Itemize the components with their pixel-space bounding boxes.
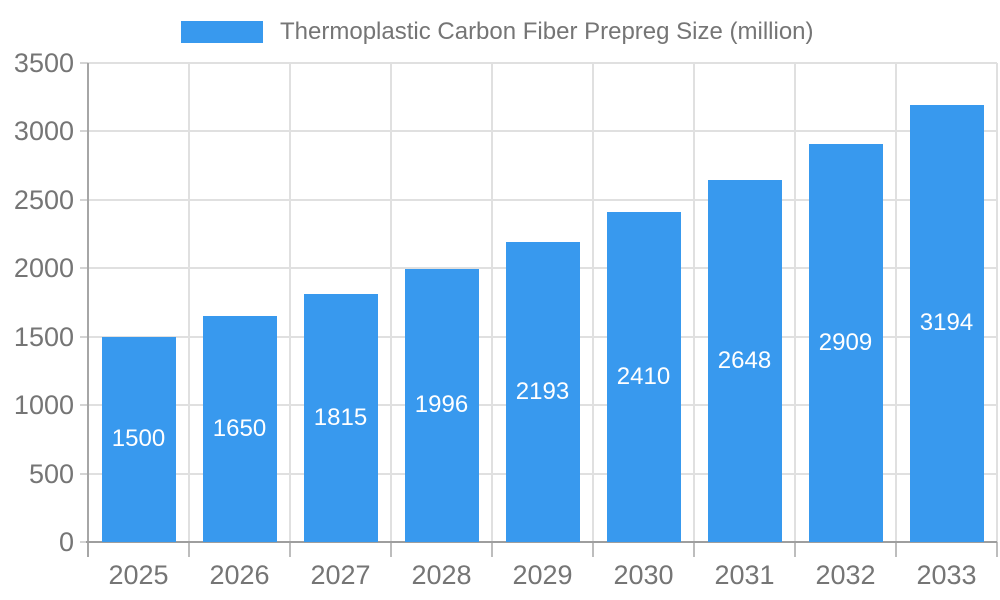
y-axis-tick [80,541,88,543]
y-axis-line [87,63,89,557]
x-axis-tick [390,542,392,557]
x-axis-tick [188,542,190,557]
gridline-vertical [996,63,998,542]
y-axis-label: 2500 [13,184,74,215]
bar-value-label: 2410 [616,363,671,391]
bar-2028[interactable]: 1996 [404,268,479,542]
bar-2031[interactable]: 2648 [707,179,782,542]
gridline-vertical [491,63,493,542]
bar-2027[interactable]: 1815 [303,293,378,542]
bar-value-label: 3194 [919,309,974,337]
y-axis-label: 3500 [13,48,74,78]
bar-2025[interactable]: 1500 [101,336,176,542]
gridline-horizontal [88,130,997,133]
x-axis-tick [895,542,897,557]
y-axis-label: 500 [28,458,74,489]
bar-2029[interactable]: 2193 [505,241,580,542]
x-axis-label-2026: 2026 [209,560,270,590]
gridline-vertical [794,63,796,542]
x-axis-label-2029: 2029 [512,560,573,590]
x-axis-label-2032: 2032 [815,560,876,590]
y-axis-tick [80,404,88,407]
gridline-vertical [592,63,594,542]
legend-swatch-icon [181,21,263,43]
x-axis-tick [794,542,796,557]
legend-label: Thermoplastic Carbon Fiber Prepreg Size … [280,18,814,45]
y-axis-tick [80,267,88,270]
bar-value-label: 2193 [515,377,570,405]
y-axis-label: 1000 [13,390,74,421]
bar-value-label: 1500 [111,425,166,453]
bar-2030[interactable]: 2410 [606,212,681,542]
y-axis-label: 2000 [13,253,74,284]
x-axis-label-2027: 2027 [310,560,371,590]
y-axis-tick [80,335,88,338]
gridline-horizontal [88,62,997,64]
x-axis-tick [491,542,493,557]
chart-legend[interactable]: Thermoplastic Carbon Fiber Prepreg Size … [181,17,814,47]
y-axis-tick [80,472,88,475]
x-axis-label-2031: 2031 [714,560,775,590]
x-axis-label-2028: 2028 [411,560,472,590]
x-axis-tick [289,542,291,557]
gridline-vertical [188,63,190,542]
gridline-vertical [289,63,291,542]
gridline-vertical [390,63,392,542]
y-axis-tick [80,198,88,201]
x-axis-label-2025: 2025 [108,560,169,590]
bar-value-label: 2648 [717,346,772,374]
gridline-horizontal [88,198,997,201]
y-axis-tick [80,130,88,133]
bar-2033[interactable]: 3194 [909,104,984,542]
x-axis-line [86,541,997,543]
x-axis-tick [996,542,998,557]
x-axis-label-2033: 2033 [916,560,977,590]
x-axis-tick [693,542,695,557]
gridline-vertical [693,63,695,542]
bar-value-label: 1650 [212,415,267,443]
bar-2026[interactable]: 1650 [202,316,277,542]
x-axis-label-2030: 2030 [613,560,674,590]
bar-value-label: 1996 [414,391,469,419]
gridline-vertical [895,63,897,542]
y-axis-tick [80,62,88,64]
x-axis-tick [592,542,594,557]
bar-value-label: 2909 [818,328,873,356]
y-axis-label: 3000 [13,116,74,147]
bar-2032[interactable]: 2909 [808,143,883,542]
y-axis-label: 0 [58,527,74,557]
bar-value-label: 1815 [313,403,368,431]
y-axis-label: 1500 [13,321,74,352]
